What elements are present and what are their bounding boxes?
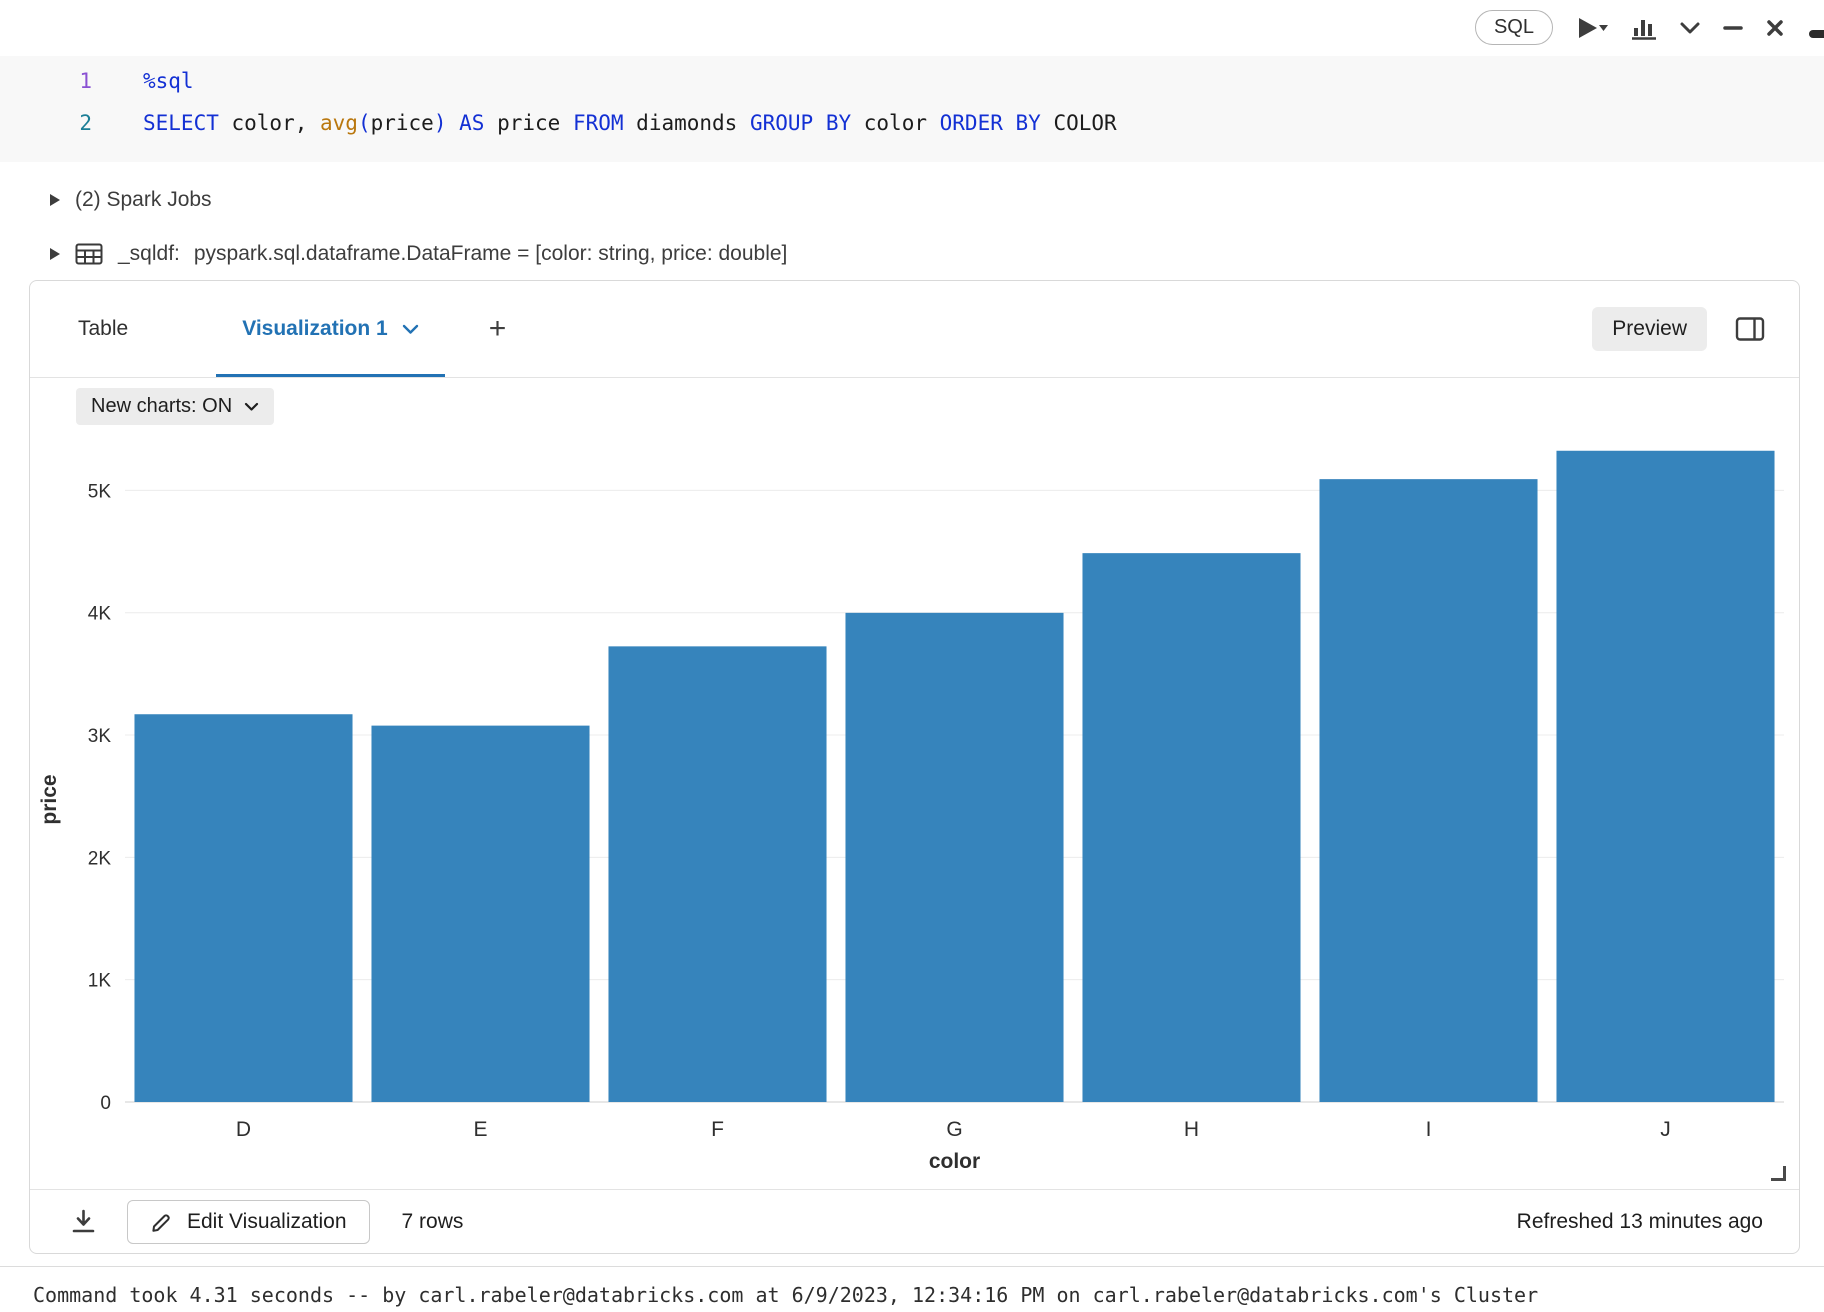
svg-text:3K: 3K [88, 726, 112, 747]
preview-button[interactable]: Preview [1592, 307, 1707, 351]
svg-text:2K: 2K [88, 848, 112, 869]
chevron-down-icon [1680, 22, 1700, 33]
svg-text:I: I [1426, 1118, 1432, 1141]
edit-visualization-button[interactable]: Edit Visualization [127, 1199, 370, 1244]
dataframe-table-icon [75, 243, 103, 265]
sql-keyword: FROM [572, 111, 624, 135]
svg-text:H: H [1184, 1118, 1199, 1141]
close-cell-button[interactable] [1765, 18, 1785, 38]
pencil-icon [152, 1213, 170, 1232]
play-icon [1579, 17, 1608, 38]
minus-icon [1723, 25, 1743, 30]
tab-table-label: Table [78, 317, 129, 340]
rows-count: 7 rows [401, 1209, 464, 1233]
expand-arrow-icon [50, 194, 60, 206]
sql-token: diamonds [623, 111, 750, 135]
line-number: 1 [79, 69, 92, 93]
sql-paren: ( [357, 111, 371, 135]
refreshed-status: Refreshed 13 minutes ago [1516, 1209, 1763, 1233]
new-charts-toggle[interactable]: New charts: ON [76, 388, 275, 425]
tab-visualization-label: Visualization 1 [242, 317, 388, 340]
toggle-panel-button[interactable] [1735, 316, 1765, 342]
tabs-right-controls: Preview [1592, 307, 1765, 351]
sql-token: price [370, 111, 434, 135]
sql-token: price [484, 111, 573, 135]
svg-text:E: E [473, 1118, 487, 1141]
line-number: 2 [79, 111, 92, 135]
code-text: SELECT color, avg(price) AS price FROM d… [92, 102, 1117, 144]
svg-text:F: F [711, 1118, 724, 1141]
svg-text:color: color [929, 1150, 980, 1173]
tab-visualization-1[interactable]: Visualization 1 [216, 281, 445, 377]
spark-jobs-toggle[interactable]: (2) Spark Jobs [50, 178, 1824, 222]
svg-text:1K: 1K [88, 971, 112, 992]
spark-jobs-label: (2) Spark Jobs [75, 188, 212, 211]
svg-text:G: G [946, 1118, 962, 1141]
code-line-2: 2 SELECT color, avg(price) AS price FROM… [0, 102, 1824, 144]
sql-keyword: AS [459, 111, 485, 135]
chevron-down-icon [402, 324, 418, 334]
close-icon [1767, 19, 1783, 36]
command-status-bar: Command took 4.31 seconds -- by carl.rab… [0, 1266, 1824, 1307]
sqldf-toggle[interactable]: _sqldf: pyspark.sql.dataframe.DataFrame … [50, 232, 1824, 276]
run-dropdown-caret-icon [1599, 24, 1608, 31]
chevron-down-icon [245, 402, 259, 411]
sql-token: COLOR [1040, 111, 1117, 135]
tab-table[interactable]: Table [68, 281, 138, 377]
add-visualization-button[interactable]: + [479, 281, 517, 377]
download-icon [72, 1209, 95, 1233]
sqldf-variable-name: _sqldf: [118, 242, 180, 265]
results-tabs: Table Visualization 1 + Preview [30, 281, 1799, 378]
code-text: %sql [92, 60, 194, 102]
sql-token: color [851, 111, 940, 135]
command-status-text: Command took 4.31 seconds -- by carl.rab… [33, 1283, 1539, 1307]
sql-keyword: ORDER BY [939, 111, 1041, 135]
chart-resize-handle[interactable] [1771, 1166, 1786, 1181]
plus-icon: + [488, 312, 507, 345]
sqldf-type-info: pyspark.sql.dataframe.DataFrame = [color… [193, 242, 788, 265]
svg-text:5K: 5K [88, 481, 112, 502]
language-badge[interactable]: SQL [1474, 10, 1553, 45]
expand-arrow-icon [50, 248, 60, 260]
sql-keyword: SELECT [143, 111, 219, 135]
sql-keyword: GROUP BY [749, 111, 852, 135]
chart-options-button[interactable] [1631, 16, 1657, 40]
sql-magic-command: %sql [143, 69, 194, 93]
sql-function: avg [320, 111, 358, 135]
svg-text:price: price [38, 774, 61, 824]
code-line-1: 1 %sql [0, 60, 1824, 102]
svg-text:D: D [236, 1118, 251, 1141]
scrollbar-thumb[interactable] [1809, 30, 1824, 38]
new-charts-label: New charts: ON [91, 395, 233, 417]
sql-paren: ) [433, 111, 447, 135]
svg-text:0: 0 [100, 1093, 111, 1114]
panel-layout-icon [1735, 317, 1765, 341]
download-button[interactable] [70, 1208, 97, 1235]
cell-toolbar: SQL [1474, 10, 1785, 45]
code-editor[interactable]: 1 %sql 2 SELECT color, avg(price) AS pri… [0, 56, 1824, 162]
bar-chart-icon [1632, 19, 1656, 40]
svg-text:J: J [1660, 1118, 1671, 1141]
sql-token: color, [218, 111, 321, 135]
results-panel: Table Visualization 1 + Preview [29, 280, 1800, 1254]
results-bottom-bar: Edit Visualization 7 rows Refreshed 13 m… [30, 1189, 1799, 1253]
minimize-cell-button[interactable] [1723, 24, 1743, 32]
svg-text:4K: 4K [88, 604, 112, 625]
sql-token [446, 111, 459, 135]
run-button[interactable] [1575, 15, 1609, 41]
edit-visualization-label: Edit Visualization [187, 1209, 347, 1233]
collapse-cell-button[interactable] [1679, 21, 1701, 35]
